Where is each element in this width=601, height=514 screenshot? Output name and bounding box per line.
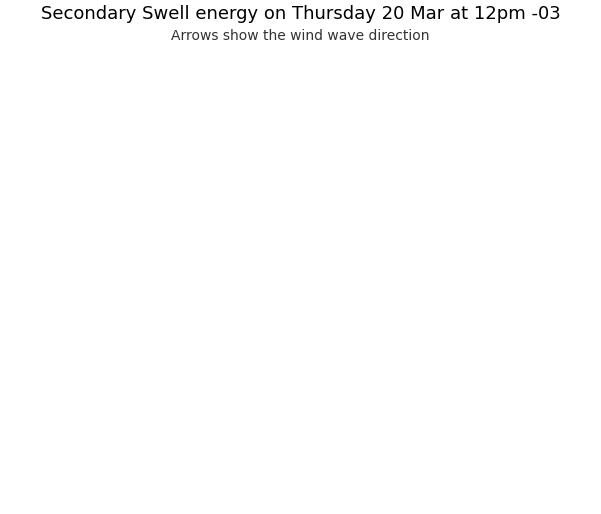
Text: Arrows show the wind wave direction: Arrows show the wind wave direction: [171, 29, 430, 43]
Text: Secondary Swell energy on Thursday 20 Mar at 12pm -03: Secondary Swell energy on Thursday 20 Ma…: [41, 5, 560, 23]
Text: Map requires cartopy: Map requires cartopy: [212, 270, 389, 288]
